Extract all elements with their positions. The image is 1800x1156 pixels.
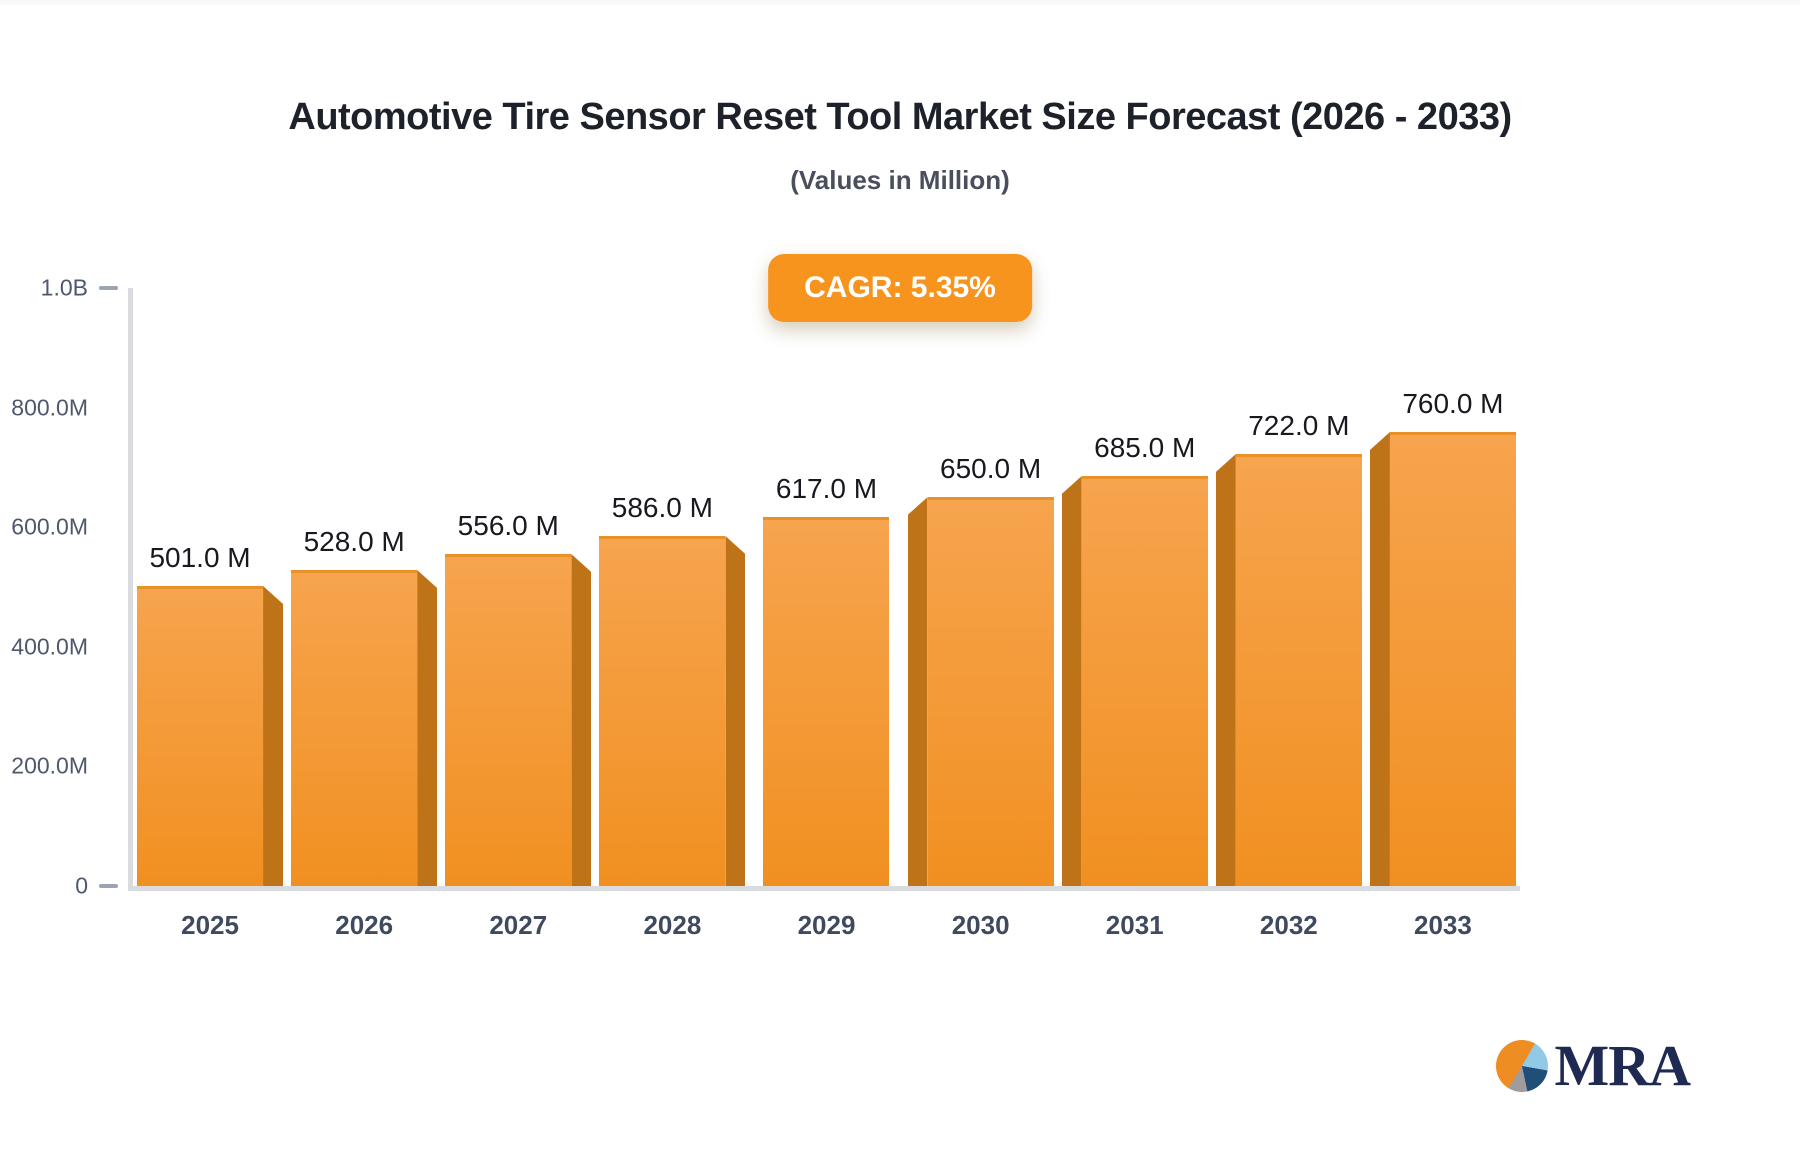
bar-slot: 617.0 M <box>749 288 903 886</box>
mra-logo: MRA <box>1496 1033 1691 1098</box>
bar-face[interactable] <box>137 586 264 886</box>
bar-slot: 501.0 M <box>133 288 287 886</box>
x-axis-category-label: 2028 <box>643 910 702 940</box>
x-axis-category-label: 2031 <box>1105 910 1164 940</box>
bar-3d-side <box>571 554 592 886</box>
y-axis-tick-label: 200.0M <box>11 752 88 779</box>
bar-slot: 650.0 M <box>904 288 1058 886</box>
bar-face[interactable] <box>1389 432 1516 886</box>
y-axis: 1.0B 800.0M 600.0M 400.0M 200.0M 0 <box>0 275 88 899</box>
bar-slot: 586.0 M <box>595 288 749 886</box>
pie-chart-logo-icon <box>1496 1040 1549 1092</box>
bar[interactable]: 617.0 M <box>763 473 890 886</box>
x-axis-category-label: 2030 <box>951 910 1010 940</box>
bar-slot: 685.0 M <box>1058 288 1212 886</box>
bar-value-label: 586.0 M <box>611 492 713 523</box>
x-axis-category-label: 2032 <box>1259 910 1318 940</box>
bar-slot: 760.0 M <box>1366 288 1520 886</box>
bar[interactable]: 760.0 M <box>1369 388 1516 886</box>
y-axis-tick-mark <box>99 286 118 290</box>
chart-subtitle: (Values in Million) <box>790 165 1010 195</box>
bar[interactable]: 501.0 M <box>137 542 284 886</box>
bar-face[interactable] <box>1081 476 1208 886</box>
bar-3d-side <box>725 536 746 886</box>
bar-face[interactable] <box>927 497 1054 886</box>
y-axis-tick-label: 800.0M <box>11 394 88 421</box>
y-axis-tick-label: 600.0M <box>11 513 88 540</box>
y-axis-tick-label: 400.0M <box>11 633 88 660</box>
bar-value-label: 528.0 M <box>303 526 405 557</box>
bar-3d-side <box>1215 454 1236 886</box>
bar-slot: 556.0 M <box>441 288 595 886</box>
bar[interactable]: 650.0 M <box>907 453 1054 886</box>
bar-value-label: 501.0 M <box>149 542 251 573</box>
x-axis-category-label: 2033 <box>1414 910 1472 940</box>
chart-header: Automotive Tire Sensor Reset Tool Market… <box>0 96 1800 196</box>
bar-face[interactable] <box>445 554 572 886</box>
bar[interactable]: 528.0 M <box>291 526 438 886</box>
bar-3d-side <box>907 497 928 886</box>
bar-value-label: 760.0 M <box>1402 388 1504 419</box>
bar-3d-side <box>1061 476 1082 886</box>
bar-3d-side <box>263 586 284 886</box>
y-axis-tick-label: 0 <box>75 872 88 899</box>
bar[interactable]: 722.0 M <box>1215 410 1362 886</box>
x-axis-category-label: 2027 <box>489 910 548 940</box>
bar-3d-side <box>417 570 438 886</box>
x-axis-category-label: 2025 <box>181 910 239 940</box>
bar-face[interactable] <box>1235 454 1362 886</box>
bar-value-label: 722.0 M <box>1248 410 1350 441</box>
bar-slot: 722.0 M <box>1212 288 1366 886</box>
bar-3d-side <box>1369 432 1390 886</box>
chart-title: Automotive Tire Sensor Reset Tool Market… <box>288 96 1512 138</box>
bar-value-label: 685.0 M <box>1094 432 1196 463</box>
bar-value-label: 556.0 M <box>457 510 559 541</box>
bar-face[interactable] <box>291 570 418 886</box>
y-axis-line <box>128 288 133 888</box>
page-top-strip <box>0 0 1800 5</box>
bar-slot: 528.0 M <box>287 288 441 886</box>
x-axis-category-label: 2029 <box>797 910 856 940</box>
bar[interactable]: 556.0 M <box>445 510 592 886</box>
x-axis-category-label: 2026 <box>335 910 394 940</box>
cagr-badge: CAGR: 5.35% <box>768 254 1032 322</box>
bar[interactable]: 685.0 M <box>1061 432 1208 886</box>
bar[interactable]: 586.0 M <box>599 492 746 886</box>
plot-area: 501.0 M 528.0 M 556.0 M 586.0 M 617.0 M 650.0… <box>133 288 1520 886</box>
bar-face[interactable] <box>763 517 890 886</box>
y-axis-tick-mark <box>99 884 118 888</box>
x-axis-line <box>128 886 1520 891</box>
bar-face[interactable] <box>599 536 726 886</box>
bar-value-label: 617.0 M <box>775 473 878 504</box>
logo-text: MRA <box>1554 1033 1691 1098</box>
bar-value-label: 650.0 M <box>940 453 1042 484</box>
y-axis-tick-label: 1.0B <box>40 274 88 301</box>
